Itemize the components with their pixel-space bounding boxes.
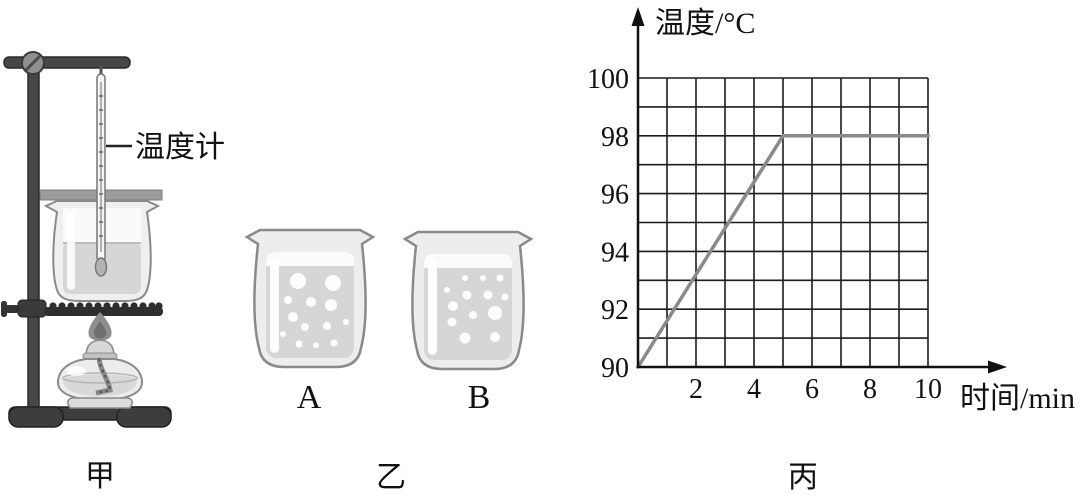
beaker-jia-highlight [67,212,75,290]
beaker-b-bubbles [444,274,509,344]
bubble [343,319,349,325]
bubble [462,275,468,281]
stand-base [8,406,172,428]
chart-tick-labels: 100 98 96 94 92 90 2 4 6 8 10 [587,64,942,405]
lamp-fuel [62,374,138,396]
x-tick-label: 10 [914,374,942,405]
bubble [301,323,309,331]
temperature-chart: 100 98 96 94 92 90 2 4 6 8 10 温度/°C 时间/min 丙 [587,7,1075,494]
bubble [330,339,338,347]
bubble [447,317,457,327]
y-axis-label: 温度/°C [655,7,755,40]
y-axis-arrow-icon [631,7,645,26]
bubble [444,287,450,293]
bubble [280,331,286,337]
caption-jia: 甲 [85,460,115,493]
x-axis-label: 时间/min [960,382,1075,415]
bubble [295,340,303,348]
x-tick-label: 2 [689,374,703,405]
temperature-curve [636,134,930,369]
bubble [323,322,331,330]
beaker-a-surface [266,252,354,266]
y-tick-label: 100 [587,64,629,95]
y-tick-label: 94 [601,237,629,268]
flame-icon [88,312,112,341]
caption-bing: 丙 [788,461,818,494]
beaker-b: B [402,230,534,416]
thermometer-bulb [94,257,108,277]
x-tick-label: 4 [747,374,761,405]
x-tick-label: 8 [863,374,877,405]
caption-yi: 乙 [376,461,406,494]
thermometer-scale-marks [99,95,103,237]
heating-apparatus: 温度计 [1,51,225,493]
lamp-foot [67,397,133,409]
lamp-highlight [66,366,86,376]
bubble [288,312,298,322]
beaker-a-label: A [297,379,322,416]
beaker-a-bubbles [280,273,349,348]
thermometer [94,66,108,277]
lamp-collar [85,339,115,357]
chart-grid [637,77,929,368]
beaker-b-surface [424,254,512,268]
bubble [490,332,500,342]
bubble [501,293,509,301]
bubble [306,297,316,307]
clamp-screw-slot [24,54,42,72]
chart-curve [636,134,930,369]
y-tick-label: 92 [601,295,629,326]
bubble [483,290,493,300]
beaker-b-label: B [468,379,491,416]
bubble [488,306,502,320]
bubble [496,274,504,282]
x-tick-label: 6 [805,374,819,405]
y-tick-label: 90 [601,353,629,384]
wire-gauze [49,302,163,310]
thermometer-label: 温度计 [135,131,225,164]
bubble [448,301,458,311]
x-axis-arrow-icon [988,360,1007,374]
bubble [284,296,292,304]
bubble [325,275,341,291]
beaker-b-highlight [428,260,437,355]
stand-pole [27,59,40,417]
bubble-beakers: A B 乙 [244,228,534,494]
alcohol-lamp [57,339,143,409]
bubble [325,299,337,311]
bubble [459,332,471,344]
beaker-a: A [244,228,376,416]
bubble [469,311,477,319]
beaker-a-highlight [270,258,279,353]
y-tick-label: 98 [601,122,629,153]
y-tick-label: 96 [601,180,629,211]
beaker-b-water [424,254,512,360]
bubble [313,342,319,348]
bubble [480,275,486,281]
bubble [462,290,472,300]
bubble [290,273,306,289]
